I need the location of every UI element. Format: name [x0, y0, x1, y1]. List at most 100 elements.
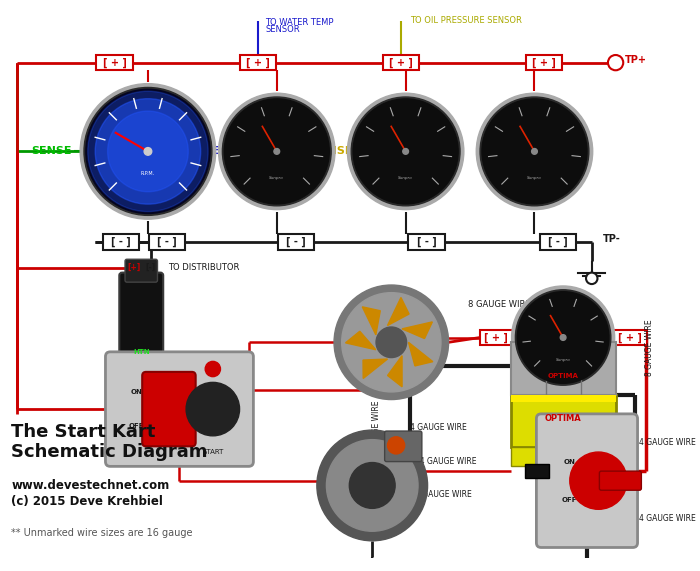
Text: Sunpro: Sunpro: [398, 176, 413, 180]
Circle shape: [476, 93, 593, 210]
Circle shape: [515, 290, 611, 385]
FancyBboxPatch shape: [480, 330, 513, 345]
Text: [ - ]: [ - ]: [549, 237, 568, 247]
Circle shape: [334, 285, 449, 400]
Circle shape: [205, 361, 220, 377]
Text: OFF: OFF: [129, 423, 144, 429]
Circle shape: [347, 93, 464, 210]
Text: ON: ON: [564, 459, 575, 465]
Text: [ - ]: [ - ]: [111, 237, 131, 247]
Circle shape: [218, 93, 335, 210]
Text: TP+: TP+: [625, 55, 648, 65]
FancyBboxPatch shape: [578, 464, 596, 478]
Text: The Start Kart
Schematic Diagram: The Start Kart Schematic Diagram: [11, 424, 208, 461]
Text: [ - ]: [ - ]: [157, 237, 177, 247]
Circle shape: [388, 437, 405, 454]
FancyBboxPatch shape: [106, 352, 253, 467]
Text: [ + ]: [ + ]: [389, 58, 413, 68]
FancyBboxPatch shape: [149, 235, 186, 250]
Circle shape: [108, 111, 188, 192]
FancyBboxPatch shape: [384, 431, 422, 461]
Text: [ - ]: [ - ]: [286, 237, 306, 247]
Circle shape: [560, 335, 566, 340]
FancyBboxPatch shape: [125, 259, 158, 282]
Text: SENSE: SENSE: [313, 146, 353, 156]
Circle shape: [482, 99, 587, 204]
FancyBboxPatch shape: [119, 272, 163, 431]
Circle shape: [351, 97, 460, 206]
Text: 14 GAUGE WIRE: 14 GAUGE WIRE: [415, 457, 477, 467]
Circle shape: [517, 292, 609, 383]
Text: [ + ]: [ + ]: [484, 332, 508, 343]
Text: [ + ]: [ + ]: [532, 58, 556, 68]
Text: R.P.M.: R.P.M.: [141, 171, 155, 176]
Text: SENSOR: SENSOR: [265, 26, 300, 34]
Polygon shape: [388, 356, 402, 387]
FancyBboxPatch shape: [510, 447, 615, 467]
Circle shape: [95, 99, 201, 204]
Circle shape: [512, 286, 615, 389]
Text: OFF: OFF: [562, 497, 578, 503]
Text: 8 GAUGE WIRE: 8 GAUGE WIRE: [645, 319, 654, 376]
Circle shape: [224, 99, 329, 204]
FancyBboxPatch shape: [540, 235, 577, 250]
FancyBboxPatch shape: [526, 55, 562, 70]
Text: OPTIMA: OPTIMA: [545, 414, 582, 423]
Circle shape: [376, 327, 407, 357]
Text: Sunpro: Sunpro: [556, 359, 570, 363]
Text: www.devestechnet.com
(c) 2015 Deve Krehbiel: www.devestechnet.com (c) 2015 Deve Krehb…: [11, 478, 169, 508]
Circle shape: [353, 99, 458, 204]
FancyBboxPatch shape: [536, 414, 638, 548]
Text: SENSE: SENSE: [31, 146, 71, 156]
Polygon shape: [409, 342, 433, 366]
Polygon shape: [346, 331, 376, 350]
Circle shape: [349, 463, 395, 508]
Text: ON: ON: [130, 389, 142, 395]
Circle shape: [144, 147, 152, 155]
Text: 8 GAUGE WIRE: 8 GAUGE WIRE: [468, 300, 531, 309]
FancyBboxPatch shape: [510, 395, 615, 447]
FancyBboxPatch shape: [142, 372, 196, 447]
Text: TO WATER TEMP: TO WATER TEMP: [265, 18, 334, 27]
FancyBboxPatch shape: [239, 55, 276, 70]
Text: 14 GAUGE WIRE: 14 GAUGE WIRE: [411, 431, 420, 492]
FancyBboxPatch shape: [278, 235, 314, 250]
Text: 4 GAUGE WIRE: 4 GAUGE WIRE: [640, 514, 696, 524]
Text: 4 GAUGE WIRE: 4 GAUGE WIRE: [415, 490, 472, 499]
FancyBboxPatch shape: [409, 235, 444, 250]
Circle shape: [531, 148, 538, 154]
Text: [ + ]: [ + ]: [246, 58, 270, 68]
Text: TO DISTRIBUTOR: TO DISTRIBUTOR: [168, 263, 239, 272]
FancyBboxPatch shape: [510, 395, 615, 403]
Text: 4 GAUGE WIRE: 4 GAUGE WIRE: [640, 438, 696, 447]
FancyBboxPatch shape: [613, 330, 647, 345]
Text: 4 GAUGE WIRE: 4 GAUGE WIRE: [410, 424, 467, 432]
Polygon shape: [363, 307, 380, 335]
FancyBboxPatch shape: [525, 464, 549, 478]
Circle shape: [84, 87, 212, 215]
Text: [ + ]: [ + ]: [618, 332, 642, 343]
FancyBboxPatch shape: [383, 55, 419, 70]
Circle shape: [480, 97, 589, 206]
Text: 14 GAUGE WIRE: 14 GAUGE WIRE: [372, 400, 382, 461]
Polygon shape: [363, 359, 388, 379]
Circle shape: [317, 430, 428, 541]
Text: TP-: TP-: [603, 234, 621, 244]
Polygon shape: [402, 322, 433, 339]
Circle shape: [186, 383, 239, 436]
Circle shape: [570, 452, 627, 509]
Text: SENSE: SENSE: [179, 146, 220, 156]
Text: HTN: HTN: [133, 349, 150, 355]
FancyBboxPatch shape: [599, 471, 641, 490]
Text: OPTIMA: OPTIMA: [547, 373, 579, 379]
Circle shape: [326, 440, 418, 531]
Circle shape: [86, 90, 210, 214]
FancyBboxPatch shape: [510, 342, 615, 395]
Text: ** Unmarked wire sizes are 16 gauge: ** Unmarked wire sizes are 16 gauge: [11, 528, 193, 538]
Text: [+]: [+]: [127, 263, 140, 272]
Circle shape: [586, 272, 598, 284]
Circle shape: [274, 148, 279, 154]
FancyBboxPatch shape: [103, 235, 139, 250]
Text: [ - ]: [ - ]: [416, 237, 437, 247]
FancyBboxPatch shape: [97, 55, 133, 70]
